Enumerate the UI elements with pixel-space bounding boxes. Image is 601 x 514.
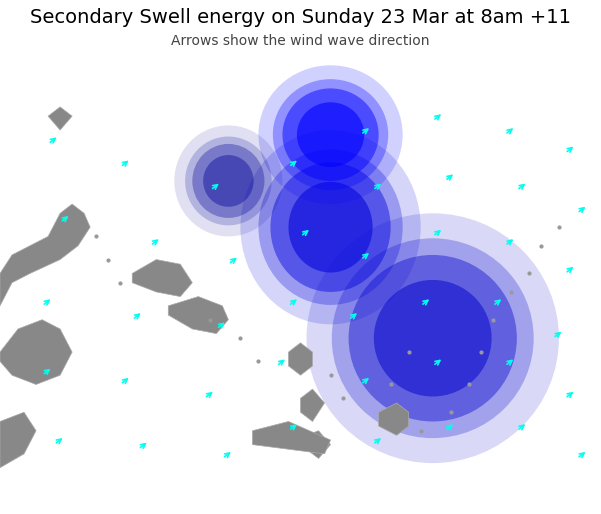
- Text: Arrows show the wind wave direction: Arrows show the wind wave direction: [171, 34, 430, 48]
- Polygon shape: [132, 260, 192, 297]
- Ellipse shape: [374, 280, 492, 396]
- Ellipse shape: [273, 79, 388, 190]
- Ellipse shape: [192, 144, 264, 218]
- Ellipse shape: [332, 238, 534, 438]
- Ellipse shape: [288, 182, 373, 272]
- Ellipse shape: [270, 162, 391, 292]
- Polygon shape: [288, 343, 313, 375]
- Polygon shape: [252, 421, 331, 454]
- Ellipse shape: [258, 150, 403, 305]
- Ellipse shape: [297, 102, 364, 167]
- Text: Secondary Swell energy on Sunday 23 Mar at 8am +11: Secondary Swell energy on Sunday 23 Mar …: [30, 9, 571, 27]
- Polygon shape: [168, 297, 228, 334]
- Polygon shape: [0, 412, 36, 468]
- Polygon shape: [300, 389, 325, 421]
- Ellipse shape: [240, 130, 421, 324]
- Polygon shape: [307, 431, 331, 458]
- Ellipse shape: [258, 65, 403, 204]
- Ellipse shape: [282, 88, 379, 181]
- Polygon shape: [0, 320, 72, 384]
- Ellipse shape: [349, 255, 517, 421]
- Polygon shape: [48, 107, 72, 130]
- Ellipse shape: [307, 213, 559, 463]
- Ellipse shape: [185, 137, 272, 225]
- Ellipse shape: [203, 155, 254, 207]
- Polygon shape: [379, 403, 409, 435]
- Polygon shape: [0, 204, 90, 306]
- Ellipse shape: [174, 125, 282, 236]
